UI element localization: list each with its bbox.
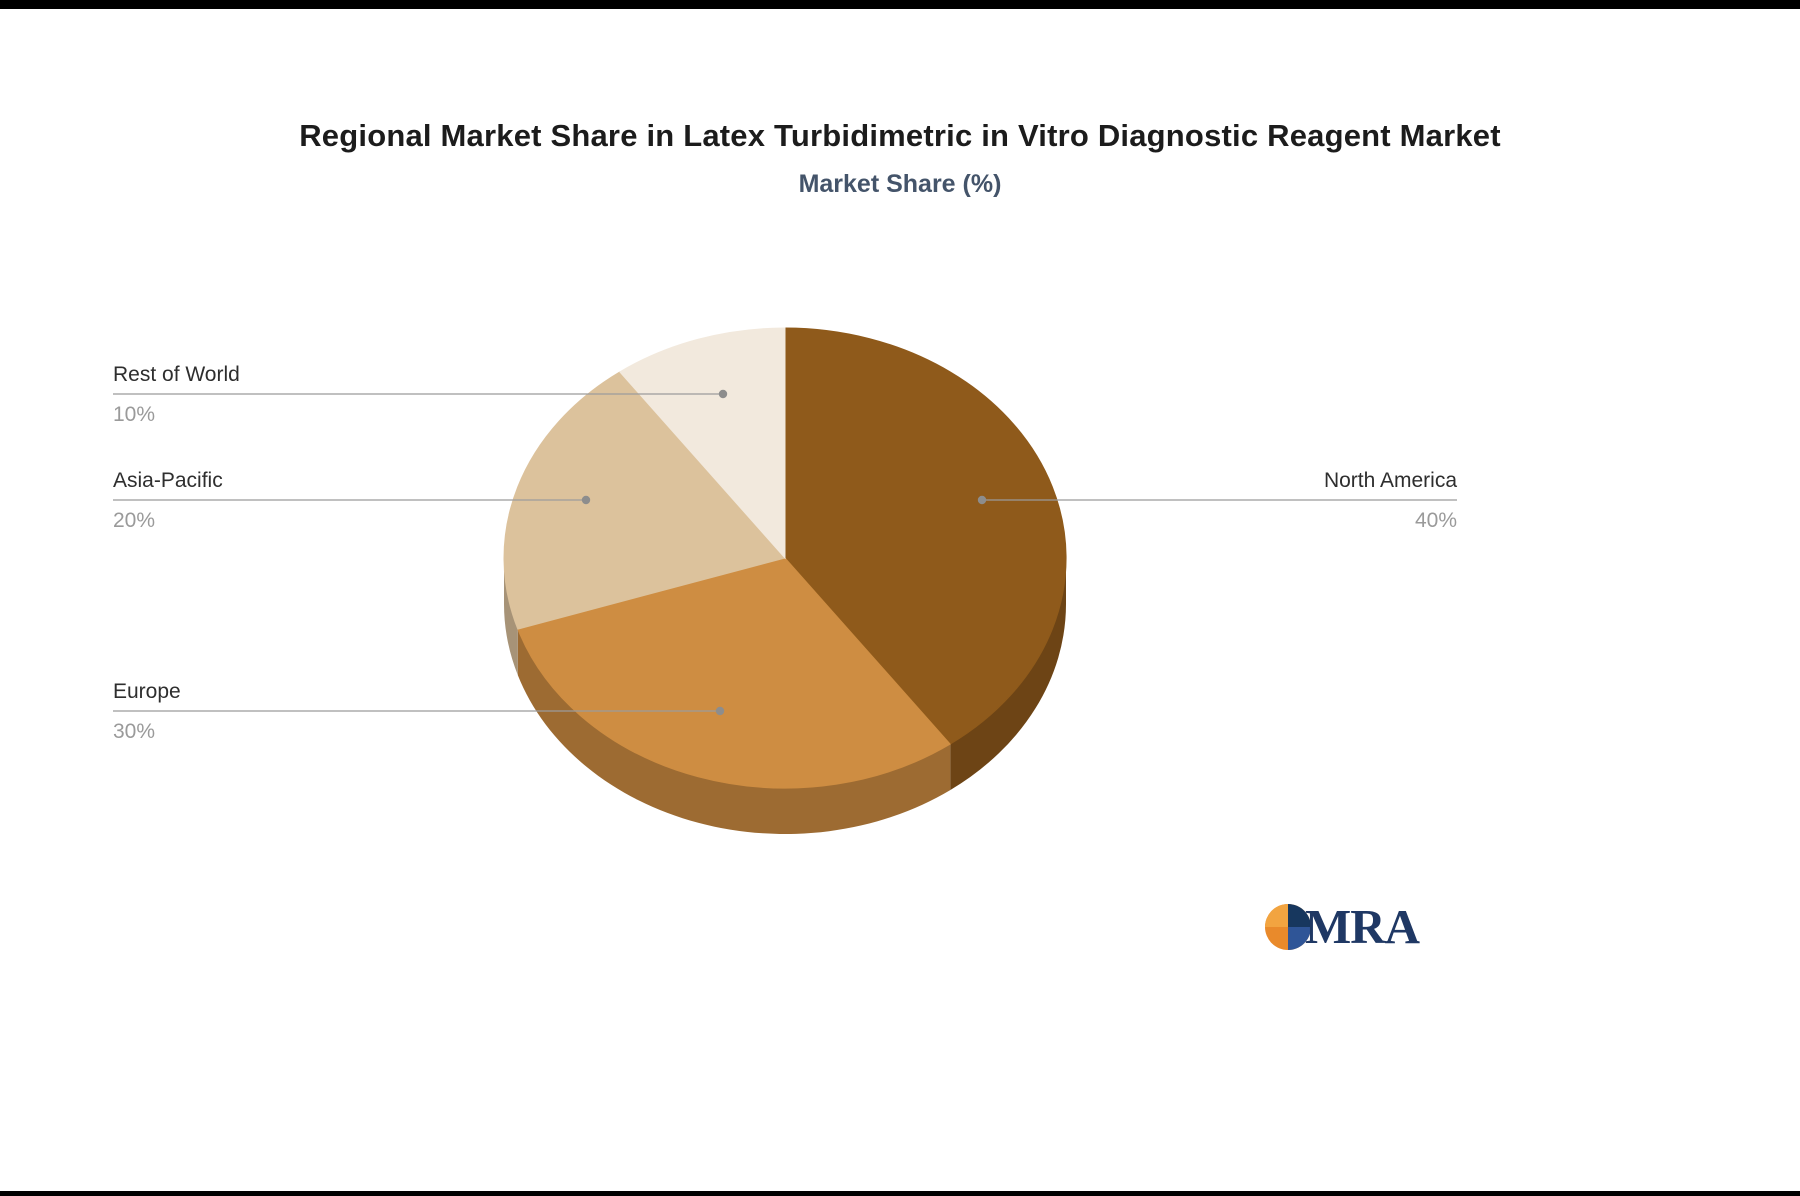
chart-title: Regional Market Share in Latex Turbidime… <box>299 118 1501 153</box>
label-north-america: North America 40% <box>1027 468 1457 534</box>
bottom-border <box>0 1191 1800 1196</box>
label-asia-pacific: Asia-Pacific 20% <box>113 468 543 534</box>
label-value: 20% <box>113 509 156 532</box>
label-name: Europe <box>113 680 181 703</box>
label-rest-of-world: Rest of World 10% <box>113 362 543 428</box>
label-europe: Europe 30% <box>113 679 543 745</box>
label-value: 30% <box>113 720 156 743</box>
brand-logo-icon <box>1265 904 1311 950</box>
top-border <box>0 0 1800 9</box>
label-name: Rest of World <box>113 363 240 386</box>
label-name: Asia-Pacific <box>113 469 223 492</box>
label-value: 10% <box>113 403 156 426</box>
chart-subtitle: Market Share (%) <box>798 170 1002 198</box>
brand-logo-text: MRA <box>1305 899 1420 954</box>
label-value: 40% <box>1414 509 1457 532</box>
brand-logo: MRA <box>1262 899 1420 954</box>
label-name: North America <box>1323 469 1457 492</box>
